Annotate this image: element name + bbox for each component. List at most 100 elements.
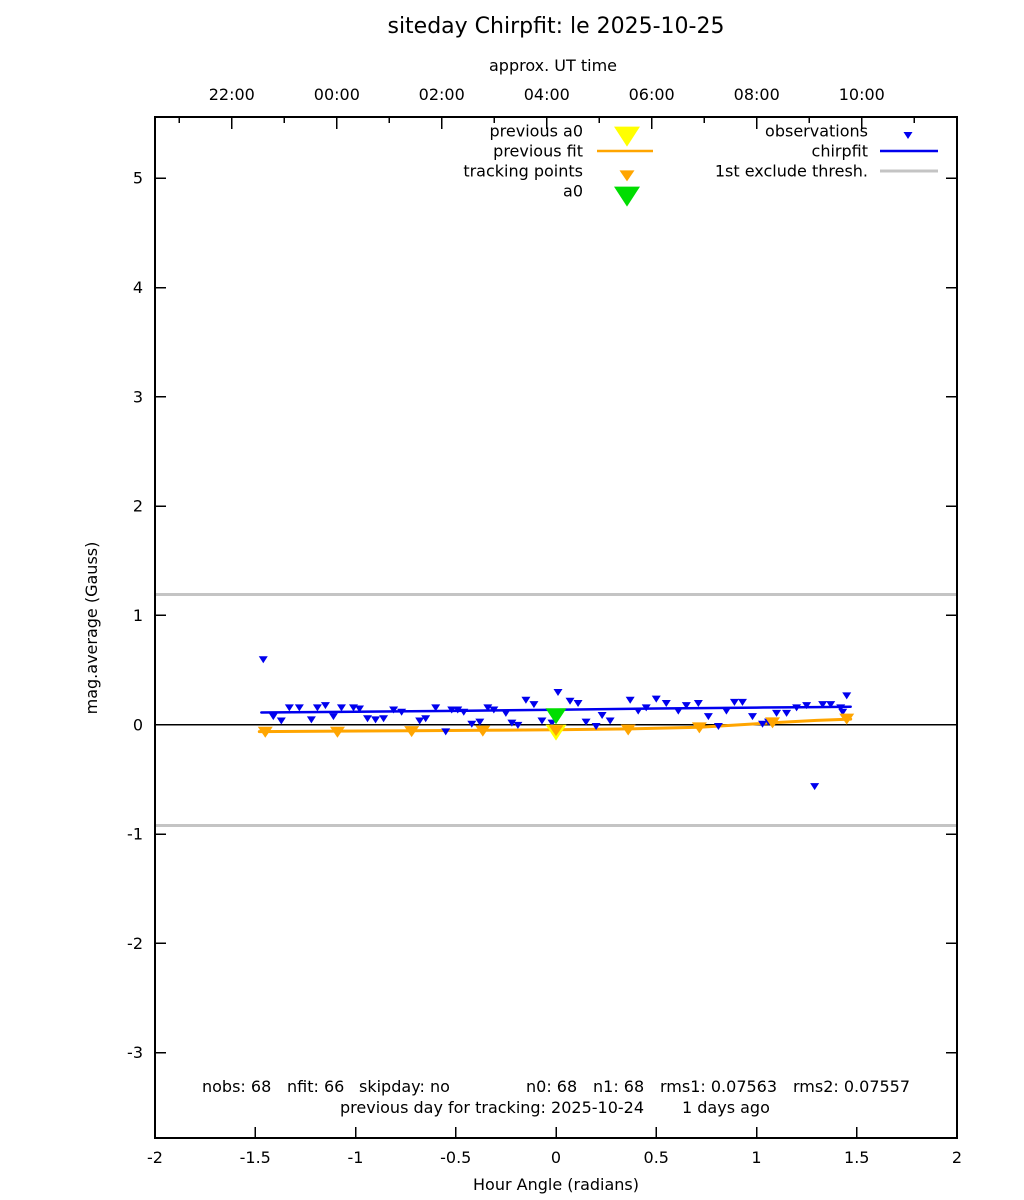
observations-point bbox=[355, 705, 365, 713]
observations-point bbox=[294, 704, 304, 712]
ut-tick-label: 04:00 bbox=[524, 85, 570, 104]
observations-point bbox=[565, 697, 575, 705]
x-axis-title: Hour Angle (radians) bbox=[473, 1175, 639, 1194]
observations-point bbox=[810, 783, 820, 791]
observations-point bbox=[713, 722, 723, 730]
observations-point bbox=[483, 704, 493, 712]
previous-fit-line bbox=[257, 717, 853, 734]
ut-tick-label: 08:00 bbox=[734, 85, 780, 104]
observations-point bbox=[258, 656, 268, 664]
stats-line1-segment: nfit: 66 bbox=[287, 1077, 344, 1096]
observations-point bbox=[501, 709, 511, 717]
y-tick-label: -2 bbox=[127, 934, 143, 953]
tracking-points-point bbox=[839, 713, 855, 725]
observations-point bbox=[836, 704, 846, 712]
observations-point bbox=[336, 704, 346, 712]
observations-point bbox=[573, 699, 583, 707]
tracking-points-point bbox=[257, 726, 273, 738]
observations-point bbox=[651, 695, 661, 703]
x-tick-label: 2 bbox=[952, 1148, 962, 1167]
stats-line1-segment: skipday: no bbox=[359, 1077, 450, 1096]
observations-point bbox=[475, 718, 485, 726]
observations-point bbox=[737, 698, 747, 706]
tracking-points-point bbox=[620, 724, 636, 736]
legend-label: previous fit bbox=[493, 142, 583, 161]
legend-marker bbox=[619, 170, 635, 182]
observations-point bbox=[758, 720, 768, 728]
observations-point bbox=[818, 701, 828, 709]
legend-label: previous a0 bbox=[490, 122, 583, 141]
observations-point bbox=[792, 704, 802, 712]
y-tick-label: 1 bbox=[133, 606, 143, 625]
y-tick-label: 2 bbox=[133, 497, 143, 516]
plot-layer: -3 -2 -1 0 1 2 3 4 5 -2 -1.5 -1 -0.5 0 0.5 1 1.5 2 22:00 00… bbox=[127, 85, 962, 1167]
observations-point bbox=[513, 721, 523, 729]
x-tick-label: 0.5 bbox=[644, 1148, 669, 1167]
observations-point bbox=[838, 708, 848, 716]
observations-point bbox=[320, 702, 330, 710]
stats-line1-segment: n1: 68 bbox=[593, 1077, 644, 1096]
legend-label: tracking points bbox=[463, 162, 583, 181]
x-tick-label: 1.5 bbox=[844, 1148, 869, 1167]
y-tick-label: 0 bbox=[133, 715, 143, 734]
observations-point bbox=[693, 699, 703, 707]
observations-point bbox=[673, 707, 683, 715]
observations-point bbox=[467, 720, 477, 728]
observations-point bbox=[363, 715, 373, 723]
y-tick-label: 4 bbox=[133, 278, 143, 297]
ut-tick-label: 10:00 bbox=[839, 85, 885, 104]
observations-point bbox=[379, 715, 389, 723]
observations-point bbox=[371, 716, 381, 724]
stats-line1-segment: rms1: 0.07563 bbox=[660, 1077, 777, 1096]
observations-point bbox=[597, 712, 607, 720]
observations-point bbox=[306, 716, 316, 724]
observations-point bbox=[729, 698, 739, 706]
observations-point bbox=[453, 706, 463, 714]
observations-point bbox=[521, 696, 531, 704]
tracking-points-point bbox=[404, 726, 420, 738]
observations-point bbox=[431, 704, 441, 712]
x-tick-label: 1 bbox=[751, 1148, 761, 1167]
tracking-points-point bbox=[329, 726, 345, 738]
stats-line1-segment: nobs: 68 bbox=[202, 1077, 271, 1096]
observations-point bbox=[802, 702, 812, 710]
ut-tick-label: 02:00 bbox=[419, 85, 465, 104]
observations-point bbox=[681, 702, 691, 710]
stats-line2-segment: previous day for tracking: 2025-10-24 bbox=[340, 1098, 644, 1117]
observations-point bbox=[537, 717, 547, 725]
legend-label: a0 bbox=[563, 182, 583, 201]
observations-point bbox=[489, 706, 499, 714]
observations-point bbox=[842, 692, 852, 700]
legend-label: chirpfit bbox=[812, 142, 868, 161]
observations-point bbox=[703, 713, 713, 721]
observations-point bbox=[591, 722, 601, 730]
ut-tick-label: 00:00 bbox=[314, 85, 360, 104]
observations-point bbox=[415, 717, 425, 725]
legend-marker bbox=[903, 132, 913, 140]
observations-point bbox=[782, 709, 792, 717]
chart-title: siteday Chirpfit: le 2025-10-25 bbox=[387, 14, 724, 39]
observations-point bbox=[441, 728, 451, 736]
observations-point bbox=[721, 707, 731, 715]
observations-point bbox=[389, 706, 399, 714]
plot-border bbox=[154, 116, 958, 1139]
tracking-points-point bbox=[475, 725, 491, 737]
x-tick-label: -2 bbox=[147, 1148, 163, 1167]
stats-line1-segment: rms2: 0.07557 bbox=[793, 1077, 910, 1096]
observations-point bbox=[529, 701, 539, 709]
stats-line1-segment: n0: 68 bbox=[526, 1077, 577, 1096]
observations-point bbox=[772, 709, 782, 717]
observations-point bbox=[312, 704, 322, 712]
observations-point bbox=[641, 704, 651, 712]
stats-line2-segment: 1 days ago bbox=[682, 1098, 770, 1117]
tracking-points-point bbox=[691, 722, 707, 734]
x-tick-label: -1.5 bbox=[240, 1148, 271, 1167]
legend-marker bbox=[614, 186, 640, 207]
observations-point bbox=[507, 719, 517, 727]
tracking-points-point bbox=[548, 725, 564, 737]
observations-point bbox=[276, 717, 286, 725]
top-axis-title: approx. UT time bbox=[489, 56, 617, 75]
ut-tick-label: 22:00 bbox=[209, 85, 255, 104]
